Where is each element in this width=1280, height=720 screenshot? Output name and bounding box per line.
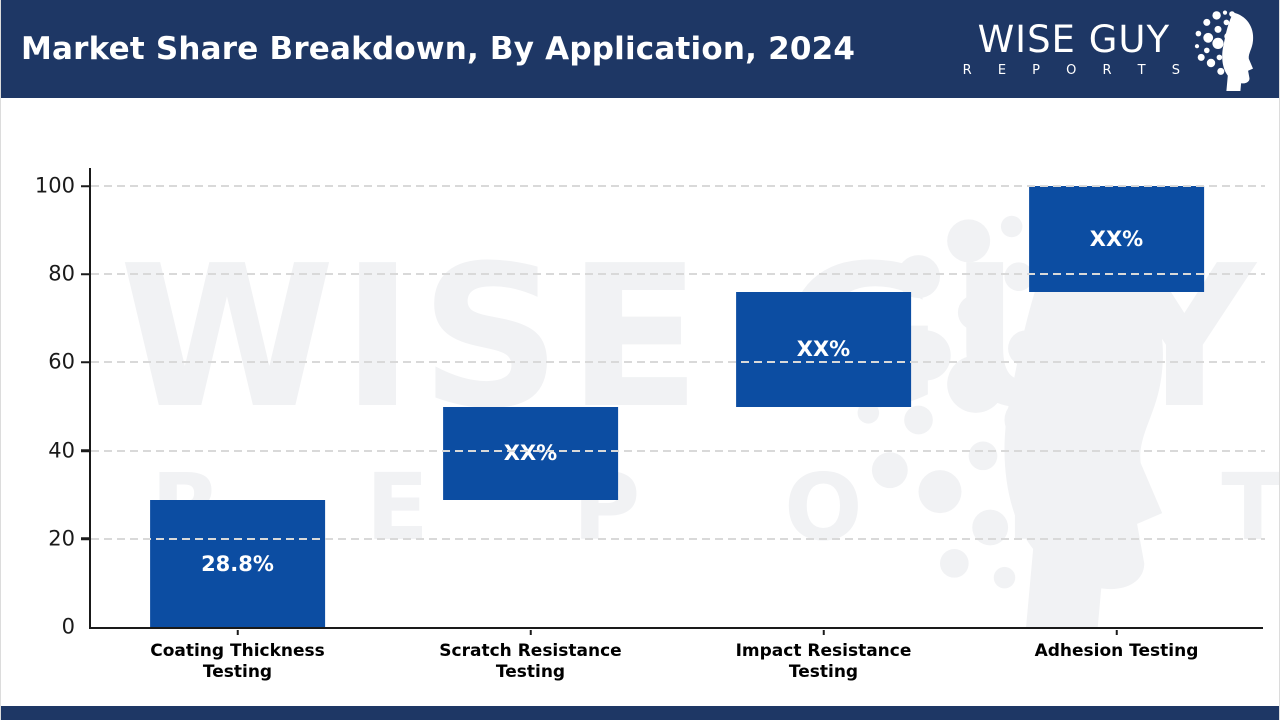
y-tick-mark-80 [81, 272, 89, 276]
brand-logo: WISE GUY R E P O R T S [957, 7, 1261, 91]
x-tick-mark-1 [529, 629, 532, 635]
y-tick-mark-40 [81, 449, 89, 452]
x-category-label-2: Impact Resistance Testing [735, 641, 912, 682]
y-tick-label-0: 0 [61, 614, 75, 639]
x-category-label-1: Scratch Resistance Testing [439, 641, 622, 682]
bar-0: 28.8% [149, 500, 326, 627]
bar-2: XX% [735, 291, 912, 407]
y-tick-label-40: 40 [48, 438, 75, 463]
brand-subtitle: R E P O R T S [962, 62, 1191, 78]
header-bar: Market Share Breakdown, By Application, … [1, 0, 1279, 98]
bar-value-label: 28.8% [201, 551, 274, 576]
y-tick-mark-60 [81, 361, 89, 364]
x-category-label-3: Adhesion Testing [1034, 641, 1199, 661]
y-axis-line [88, 168, 91, 186]
gridline-60 [91, 361, 1265, 364]
footer-bar [1, 706, 1279, 720]
brand-face-icon [1194, 10, 1254, 91]
bar-3: XX% [1028, 186, 1205, 292]
bar-value-label: XX% [796, 337, 851, 362]
y-tick-label-100: 100 [34, 173, 75, 198]
bar-1: XX% [442, 406, 619, 500]
y-tick-label-20: 20 [48, 526, 75, 551]
chart-title: Market Share Breakdown, By Application, … [21, 31, 856, 67]
y-tick-label-80: 80 [48, 261, 75, 286]
y-tick-label-60: 60 [48, 349, 75, 374]
x-category-label-0: Coating Thickness Testing [150, 641, 325, 682]
gridline-40 [91, 449, 1265, 452]
y-tick-mark-100 [81, 184, 89, 188]
y-tick-mark-20 [81, 537, 89, 541]
brand-name: WISE GUY [977, 17, 1171, 61]
x-tick-mark-0 [236, 629, 239, 635]
watermark-face-icon [857, 215, 1163, 628]
plot-area: 0 20 40 60 80 100 28.8% Coating Thickness Testin… [35, 168, 1265, 682]
x-tick-mark-2 [822, 629, 825, 635]
x-tick-mark-3 [1115, 629, 1118, 635]
bar-value-label: XX% [1089, 226, 1144, 251]
brand-wordmark: WISE GUY R E P O R T S [957, 21, 1191, 78]
bar-value-label: XX% [503, 441, 558, 466]
